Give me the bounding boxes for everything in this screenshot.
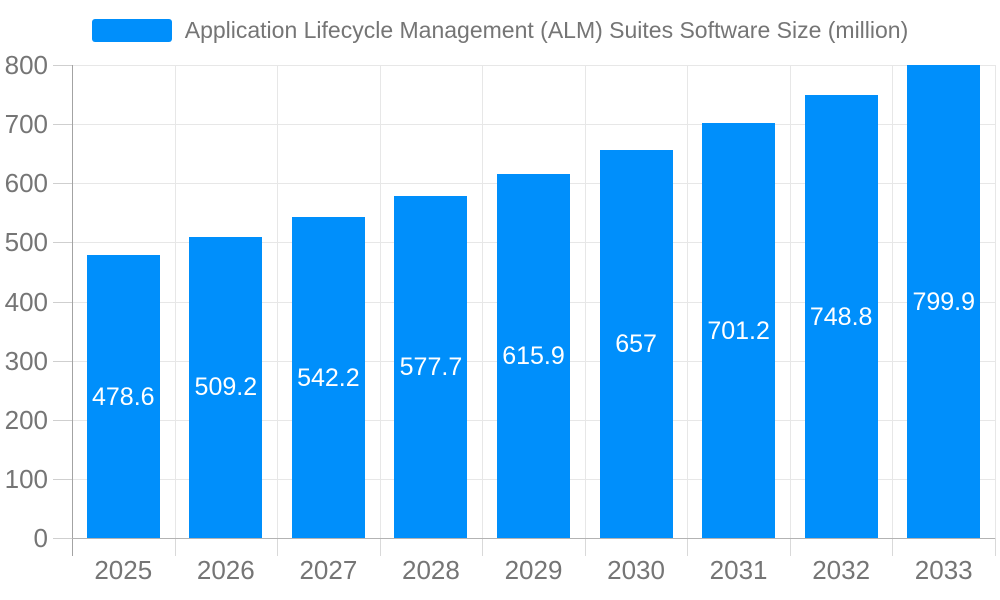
- bar-value-label: 542.2: [297, 363, 360, 392]
- x-axis-tick: [584, 538, 586, 556]
- x-axis-tick: [482, 538, 484, 556]
- bar-2032[interactable]: [804, 95, 878, 538]
- v-gridline: [379, 65, 381, 538]
- y-axis-line: [72, 65, 73, 538]
- bar-value-label: 657: [615, 329, 657, 358]
- legend[interactable]: Application Lifecycle Management (ALM) S…: [0, 17, 1000, 44]
- y-axis-label: 100: [4, 463, 48, 494]
- bar-value-label: 509.2: [194, 373, 258, 402]
- bar-2028[interactable]: [394, 196, 468, 538]
- x-axis-label: 2028: [402, 555, 460, 585]
- h-gridline: [72, 124, 995, 126]
- x-axis-label: 2025: [94, 555, 153, 585]
- x-axis-tick: [174, 538, 176, 556]
- bar-value-label: 701.2: [707, 316, 770, 345]
- x-axis-label: 2033: [914, 555, 973, 585]
- y-axis-tick: [53, 65, 72, 66]
- bar-2029[interactable]: [497, 173, 570, 538]
- y-axis-tick: [53, 183, 72, 185]
- v-gridline: [789, 65, 791, 538]
- v-gridline: [995, 65, 996, 538]
- x-axis-tick: [277, 538, 279, 556]
- v-gridline: [277, 65, 279, 538]
- bar-value-label: 478.6: [91, 382, 155, 411]
- legend-swatch[interactable]: [91, 19, 172, 42]
- bar-2033[interactable]: [907, 65, 981, 538]
- bar-value-label: 748.8: [809, 302, 873, 331]
- y-axis-tick: [53, 538, 72, 539]
- bar-2031[interactable]: [702, 123, 776, 538]
- bar-value-label: 577.7: [399, 353, 463, 382]
- y-axis-tick: [53, 242, 72, 244]
- y-axis-label: 700: [4, 109, 48, 140]
- x-axis-label: 2030: [607, 555, 665, 585]
- bar-2025[interactable]: [86, 255, 160, 538]
- x-axis-label: 2029: [504, 555, 563, 585]
- y-axis-label: 400: [4, 286, 48, 317]
- v-gridline: [482, 65, 484, 538]
- v-gridline: [892, 65, 894, 538]
- bar-2027[interactable]: [291, 217, 365, 538]
- y-axis-label: 600: [4, 168, 48, 199]
- y-axis-tick: [53, 301, 72, 303]
- y-axis-tick: [53, 478, 72, 480]
- x-axis-label: 2026: [196, 555, 255, 585]
- y-axis-tick: [53, 124, 72, 126]
- x-axis-tick: [687, 538, 689, 556]
- y-axis-label: 0: [33, 523, 48, 553]
- v-gridline: [174, 65, 176, 538]
- x-axis-tick: [995, 538, 996, 556]
- x-axis-tick: [789, 538, 791, 556]
- legend-label[interactable]: Application Lifecycle Management (ALM) S…: [184, 17, 909, 43]
- h-gridline: [72, 65, 995, 66]
- v-gridline: [687, 65, 689, 538]
- x-axis-tick: [892, 538, 894, 556]
- y-axis-label: 800: [4, 50, 48, 80]
- bar-value-label: 799.9: [912, 287, 975, 316]
- y-axis-label: 200: [4, 404, 48, 435]
- x-axis-label: 2031: [709, 555, 768, 585]
- bar-2026[interactable]: [189, 236, 263, 538]
- y-axis-tick: [53, 360, 72, 362]
- x-axis-line: [72, 538, 995, 539]
- y-axis-tick: [53, 419, 72, 421]
- y-axis-label: 300: [4, 345, 48, 376]
- x-axis-tick: [72, 538, 73, 556]
- x-axis-label: 2027: [299, 555, 358, 585]
- bar-value-label: 615.9: [502, 341, 565, 370]
- v-gridline: [584, 65, 586, 538]
- x-axis-label: 2032: [812, 555, 871, 585]
- x-axis-tick: [379, 538, 381, 556]
- y-axis-label: 500: [4, 227, 48, 258]
- bar-2030[interactable]: [599, 149, 673, 538]
